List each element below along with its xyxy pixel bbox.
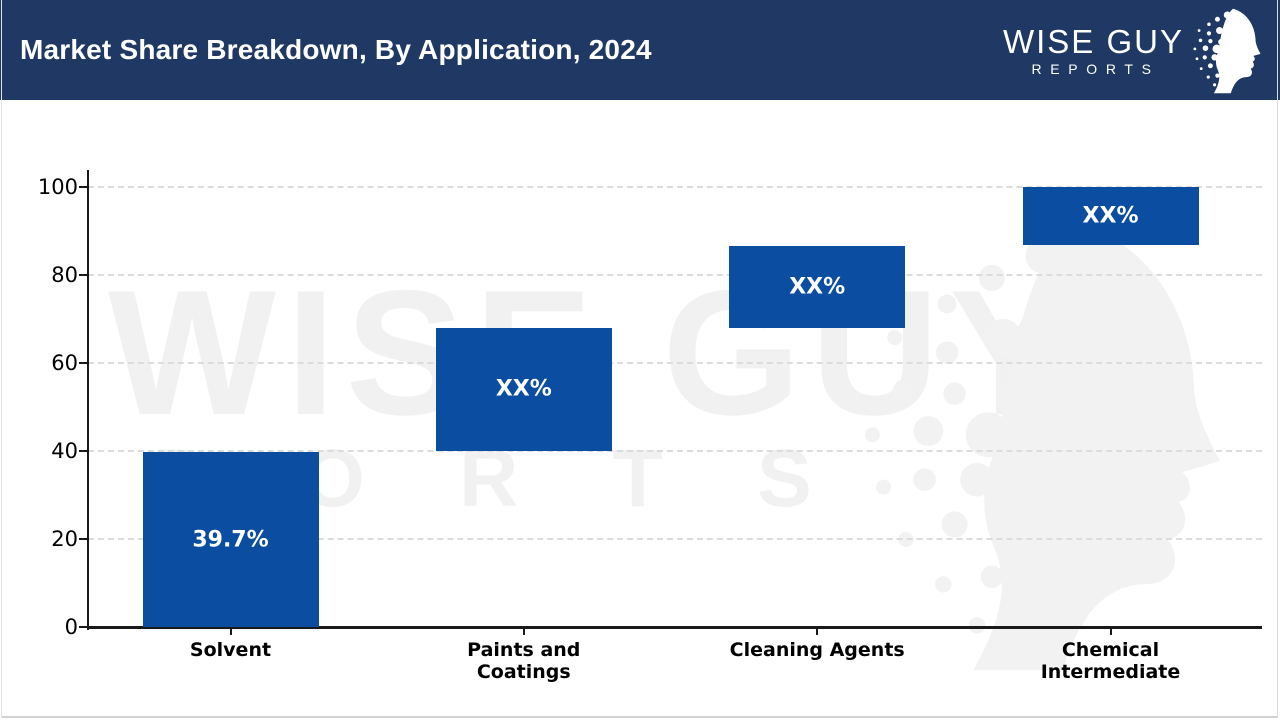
x-axis-line bbox=[86, 626, 1262, 629]
y-tick-label: 60 bbox=[51, 351, 78, 375]
logo-wordmark: WISE GUY bbox=[1002, 23, 1184, 61]
y-tick-mark bbox=[79, 626, 88, 628]
y-tick-mark bbox=[79, 450, 88, 452]
x-tick-mark bbox=[816, 627, 819, 635]
gridline-20 bbox=[88, 538, 1262, 540]
header-bar: Market Share Breakdown, By Application, … bbox=[0, 0, 1280, 100]
bar-cleaning-agents bbox=[729, 246, 906, 328]
x-tick-mark bbox=[229, 627, 232, 635]
gridline-40 bbox=[88, 450, 1262, 452]
x-category-label: Paints and Coatings bbox=[467, 639, 581, 683]
x-tick-mark bbox=[1109, 627, 1112, 635]
x-tick-mark bbox=[522, 627, 525, 635]
bar-paints-and-coatings bbox=[435, 327, 612, 451]
y-tick-label: 40 bbox=[51, 439, 78, 463]
wiseguy-logo: WISE GUY REPORTS bbox=[1003, 6, 1268, 96]
y-axis-line bbox=[86, 170, 89, 630]
bar-value-label: XX% bbox=[1082, 203, 1139, 229]
gridline-80 bbox=[88, 274, 1262, 276]
y-tick-label: 80 bbox=[51, 263, 78, 287]
gridline-100 bbox=[88, 186, 1262, 188]
x-category-label: Chemical Intermediate bbox=[1040, 639, 1181, 683]
x-category-label: Cleaning Agents bbox=[729, 639, 905, 661]
y-tick-label: 20 bbox=[51, 527, 78, 551]
bar-value-label: XX% bbox=[495, 376, 552, 402]
x-category-label: Solvent bbox=[189, 639, 272, 661]
logo-subtitle: REPORTS bbox=[1031, 60, 1160, 77]
bar-solvent bbox=[142, 452, 319, 627]
y-tick-label: 100 bbox=[37, 175, 78, 199]
y-tick-mark bbox=[79, 538, 88, 540]
y-tick-mark bbox=[79, 274, 88, 276]
bar-value-label: XX% bbox=[789, 274, 846, 300]
y-tick-label: 0 bbox=[64, 615, 78, 639]
bar-chemical-intermediate bbox=[1022, 187, 1199, 246]
bar-value-label: 39.7% bbox=[192, 527, 269, 553]
wiseguy-head-icon bbox=[1193, 8, 1261, 94]
y-tick-mark bbox=[79, 186, 88, 188]
page-title: Market Share Breakdown, By Application, … bbox=[20, 34, 652, 65]
y-tick-mark bbox=[79, 362, 88, 364]
gridline-60 bbox=[88, 362, 1262, 364]
